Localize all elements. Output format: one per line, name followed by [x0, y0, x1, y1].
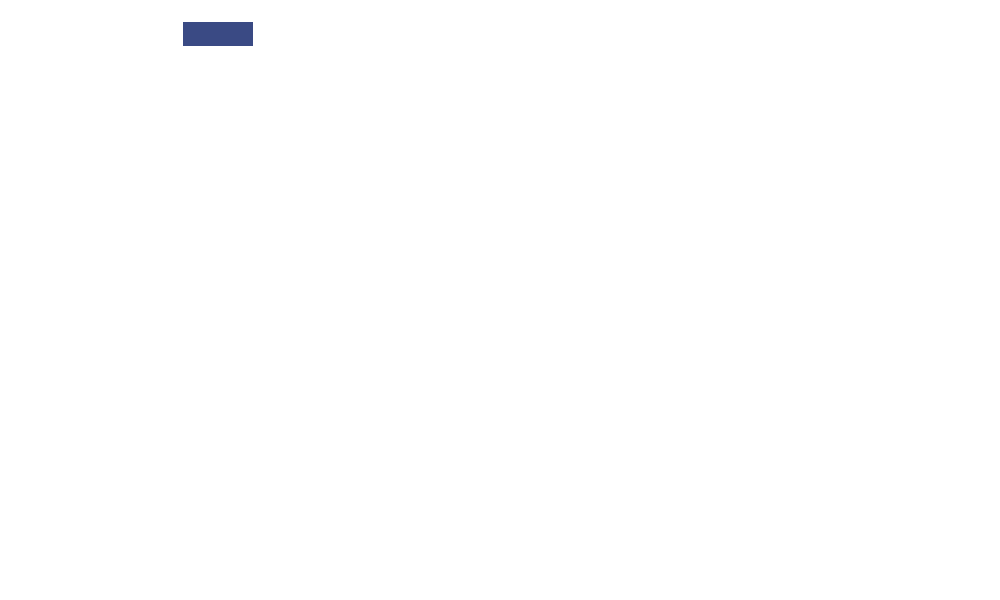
legend[interactable]: [183, 22, 272, 46]
legend-swatch: [183, 22, 253, 46]
